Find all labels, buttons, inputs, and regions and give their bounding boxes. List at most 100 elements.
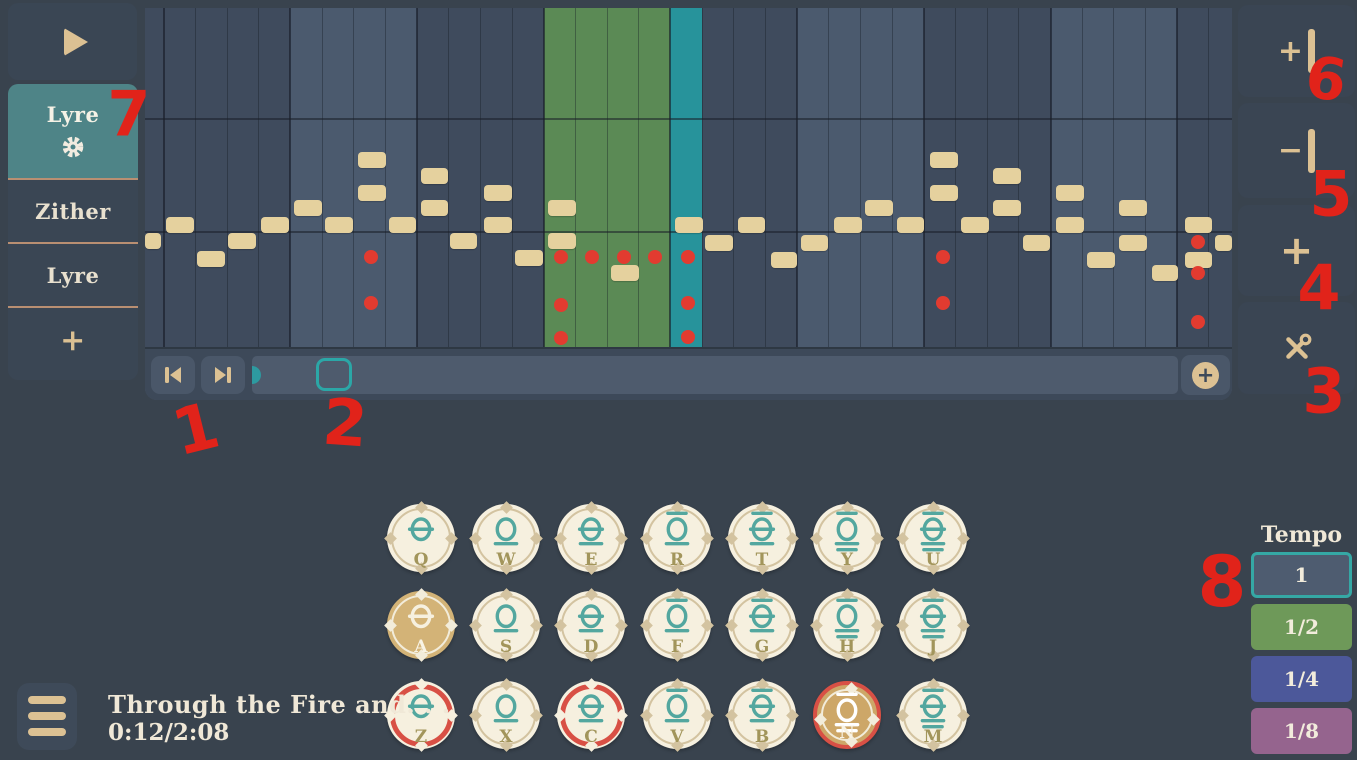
note[interactable]	[1185, 252, 1212, 268]
grid-line-vertical	[955, 8, 956, 347]
menu-button[interactable]	[17, 683, 77, 750]
note[interactable]	[294, 200, 322, 216]
note[interactable]	[261, 217, 289, 233]
note-glyph-icon	[664, 688, 690, 723]
key-C[interactable]: C	[554, 678, 628, 752]
note[interactable]	[1056, 217, 1084, 233]
note[interactable]	[930, 152, 958, 168]
note[interactable]	[961, 217, 989, 233]
key-U[interactable]: U	[896, 501, 970, 575]
tools-button[interactable]	[1238, 302, 1355, 394]
scrollbar-track[interactable]	[252, 356, 1178, 394]
note-dot	[585, 250, 599, 264]
tempo-option-1-8[interactable]: 1/8	[1251, 708, 1352, 754]
plus-bar-icon: +	[1277, 33, 1304, 69]
tempo-option-1-2[interactable]: 1/2	[1251, 604, 1352, 650]
note[interactable]	[705, 235, 733, 251]
key-H[interactable]: H	[810, 588, 884, 662]
key-S[interactable]: S	[469, 588, 543, 662]
note[interactable]	[421, 200, 448, 216]
key-Q[interactable]: Q	[384, 501, 458, 575]
hamburger-icon	[28, 728, 66, 736]
scrollbar-row: +	[145, 347, 1232, 400]
note[interactable]	[197, 251, 225, 267]
grid-line-vertical	[289, 8, 292, 347]
key-Z[interactable]: Z	[384, 678, 458, 752]
key-B[interactable]: B	[725, 678, 799, 752]
note[interactable]	[1152, 265, 1178, 281]
grid-line-vertical	[606, 8, 608, 347]
key-T[interactable]: T	[725, 501, 799, 575]
note[interactable]	[548, 233, 576, 249]
note[interactable]	[145, 233, 161, 249]
note[interactable]	[1185, 217, 1212, 233]
track-tab-add[interactable]: +	[8, 308, 138, 374]
note[interactable]	[358, 185, 386, 201]
tempo-option-label: 1/8	[1283, 719, 1320, 743]
key-W[interactable]: W	[469, 501, 543, 575]
track-tab-lyre-0[interactable]: Lyre	[8, 84, 138, 180]
note[interactable]	[738, 217, 765, 233]
remove-column-end-button[interactable]: −	[1238, 103, 1355, 198]
note[interactable]	[450, 233, 477, 249]
note[interactable]	[484, 185, 512, 201]
grid-line-vertical	[733, 8, 735, 347]
gear-icon[interactable]	[60, 134, 86, 160]
note[interactable]	[325, 217, 353, 233]
note-glyph-icon	[577, 517, 605, 546]
track-tab-zither-1[interactable]: Zither	[8, 180, 138, 244]
key-letter: E	[584, 550, 598, 570]
key-V[interactable]: V	[640, 678, 714, 752]
key-D[interactable]: D	[554, 588, 628, 662]
note[interactable]	[484, 217, 512, 233]
key-M[interactable]: M	[896, 678, 970, 752]
note[interactable]	[675, 217, 703, 233]
note[interactable]	[993, 200, 1021, 216]
skip-to-end-button[interactable]	[201, 356, 245, 394]
note[interactable]	[1215, 235, 1232, 251]
tempo-option-1[interactable]: 1	[1251, 552, 1352, 598]
note[interactable]	[897, 217, 924, 233]
note[interactable]	[389, 217, 416, 233]
note-glyph-icon	[577, 604, 605, 633]
add-column-end-button[interactable]: +	[1238, 5, 1355, 97]
play-button[interactable]	[8, 3, 137, 80]
tempo-option-1-4[interactable]: 1/4	[1251, 656, 1352, 702]
note[interactable]	[865, 200, 893, 216]
note[interactable]	[1119, 235, 1147, 251]
note[interactable]	[515, 250, 543, 266]
note[interactable]	[834, 217, 862, 233]
key-N[interactable]: N	[813, 681, 881, 749]
key-E[interactable]: E	[554, 501, 628, 575]
note[interactable]	[611, 265, 639, 281]
note[interactable]	[166, 217, 194, 233]
add-note-button[interactable]: +	[1238, 205, 1355, 296]
key-A[interactable]: A	[384, 588, 458, 662]
track-tab-lyre-2[interactable]: Lyre	[8, 244, 138, 308]
key-J[interactable]: J	[896, 588, 970, 662]
note[interactable]	[548, 200, 576, 216]
piano-roll[interactable]: +	[145, 8, 1232, 400]
skip-to-start-button[interactable]	[151, 356, 195, 394]
grid-line-vertical	[542, 8, 545, 347]
note[interactable]	[1087, 252, 1115, 268]
key-F[interactable]: F	[640, 588, 714, 662]
add-measures-button[interactable]: +	[1181, 355, 1230, 395]
note[interactable]	[930, 185, 958, 201]
note[interactable]	[1056, 185, 1084, 201]
note-glyph-icon	[407, 517, 435, 542]
key-G[interactable]: G	[725, 588, 799, 662]
note[interactable]	[1119, 200, 1147, 216]
note[interactable]	[801, 235, 828, 251]
note[interactable]	[993, 168, 1021, 184]
note[interactable]	[1023, 235, 1050, 251]
note[interactable]	[228, 233, 256, 249]
key-X[interactable]: X	[469, 678, 543, 752]
note[interactable]	[358, 152, 386, 168]
key-Y[interactable]: Y	[810, 501, 884, 575]
key-R[interactable]: R	[640, 501, 714, 575]
note[interactable]	[771, 252, 797, 268]
loop-marker[interactable]	[316, 358, 352, 391]
note[interactable]	[421, 168, 448, 184]
grid-line-vertical	[859, 8, 861, 347]
